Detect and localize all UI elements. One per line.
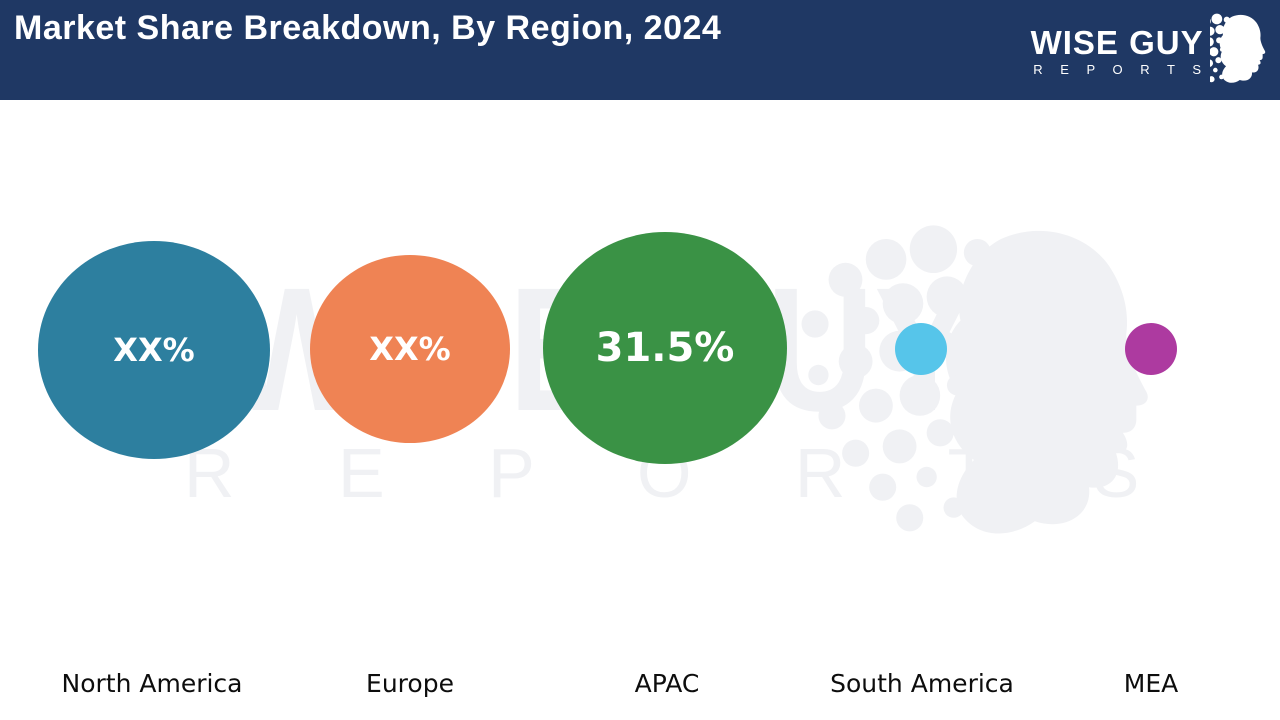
category-label-north-america: North America (61, 669, 243, 698)
wiseguy-head-icon (1210, 13, 1266, 83)
page-title: Market Share Breakdown, By Region, 2024 (14, 9, 722, 47)
header-bar: Market Share Breakdown, By Region, 2024 … (0, 0, 1280, 100)
category-label-mea: MEA (1123, 669, 1179, 698)
bubble-south-america (895, 323, 947, 375)
category-label-south-america: South America (830, 669, 1014, 698)
wiseguy-logo-text: WISE GUY R E P O R T S (1026, 23, 1208, 78)
bubble-europe: XX% (310, 255, 510, 443)
category-label-apac: APAC (634, 669, 700, 698)
watermark-head-icon (801, 225, 1148, 534)
logo-tagline: R E P O R T S (1033, 62, 1208, 78)
bubble-apac: 31.5% (543, 232, 787, 464)
bubble-north-america: XX% (38, 241, 270, 459)
bubble-value-north-america: XX% (113, 331, 195, 369)
category-label-europe: Europe (366, 669, 454, 698)
logo-name: WISE GUY (1030, 23, 1204, 61)
bubble-mea (1125, 323, 1177, 375)
bubble-value-apac: 31.5% (595, 325, 735, 371)
wiseguy-logo: WISE GUY R E P O R T S (1026, 6, 1268, 96)
bubble-value-europe: XX% (369, 330, 451, 368)
